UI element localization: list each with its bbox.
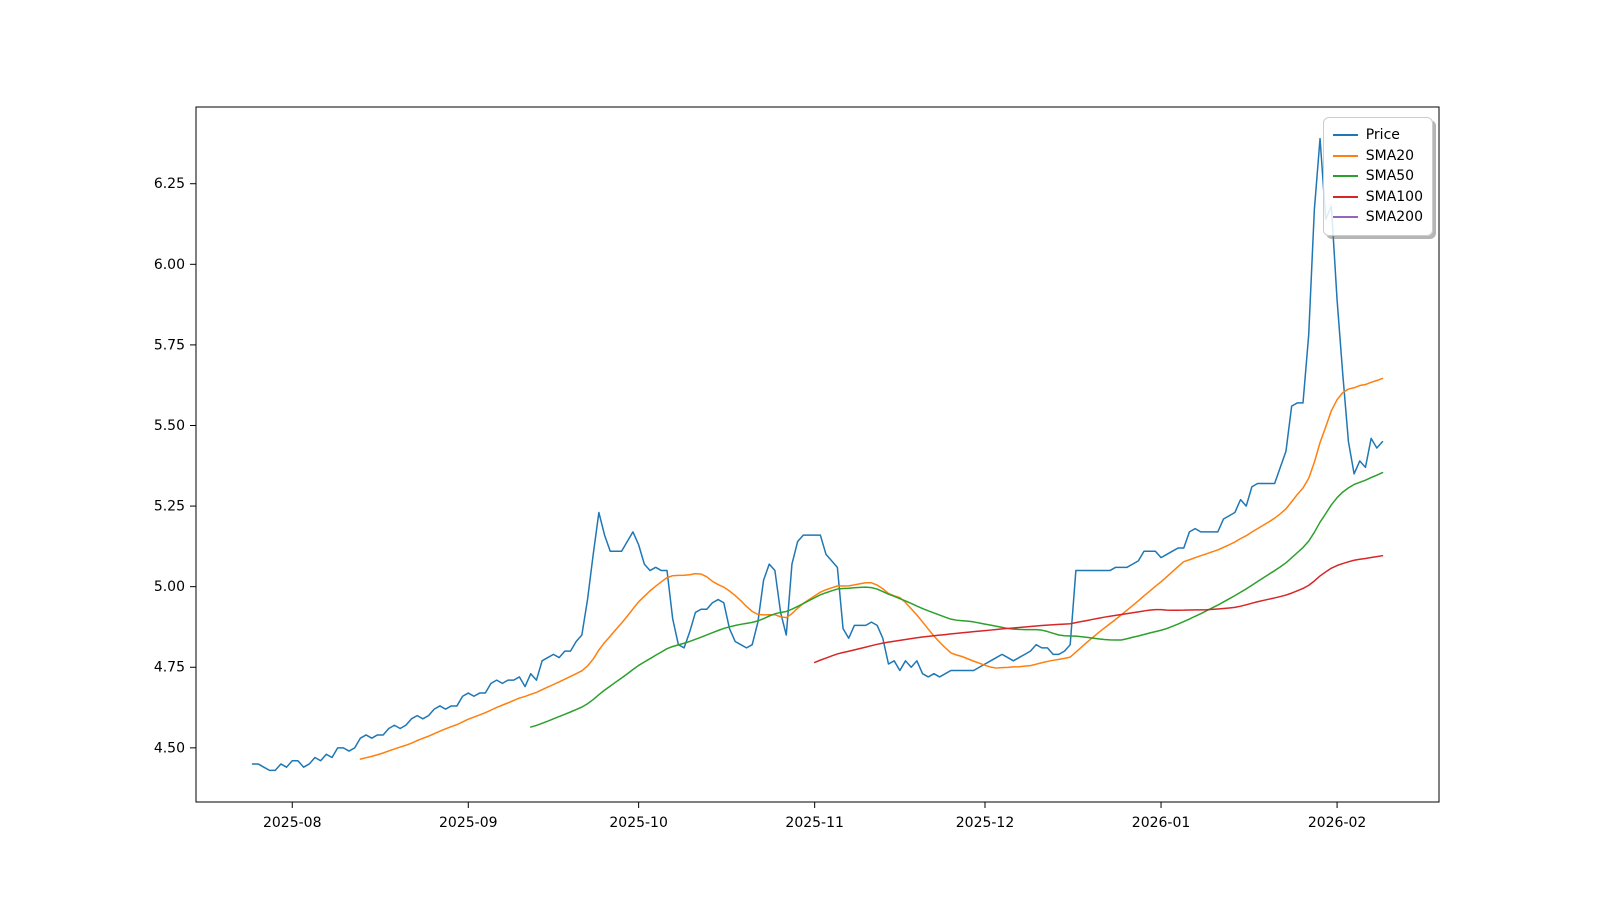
legend-label-sma50: SMA50 (1365, 168, 1415, 184)
legend-item-price: Price (1332, 125, 1423, 146)
legend-swatch-sma100 (1332, 195, 1358, 198)
x-tick-label: 2025-12 (956, 815, 1015, 831)
legend-label-price: Price (1365, 127, 1400, 143)
legend-swatch-price (1332, 134, 1358, 137)
x-tick-label: 2026-02 (1308, 815, 1367, 831)
legend-label-sma20: SMA20 (1365, 147, 1415, 164)
y-tick-label: 6.25 (154, 176, 185, 192)
x-tick-label: 2025-09 (439, 815, 498, 831)
plot-border (195, 106, 1440, 803)
chart-legend: Price SMA20 SMA50 SMA100 SMA200 (1322, 117, 1433, 236)
legend-label-sma100: SMA100 (1365, 188, 1423, 205)
legend-swatch-sma20 (1332, 154, 1358, 157)
legend-item-sma200: SMA200 (1332, 207, 1423, 228)
y-tick-label: 5.00 (154, 579, 185, 595)
legend-swatch-sma200 (1332, 216, 1358, 219)
legend-item-sma100: SMA100 (1332, 187, 1423, 208)
x-tick-label: 2025-11 (785, 815, 844, 831)
legend-item-sma50: SMA50 (1332, 166, 1423, 187)
sma100-line (813, 554, 1384, 664)
y-tick-label: 5.50 (154, 418, 185, 434)
y-tick-label: 4.50 (154, 740, 185, 756)
legend-item-sma20: SMA20 (1332, 146, 1423, 167)
legend-label-sma200: SMA200 (1365, 209, 1423, 225)
x-tick-label: 2025-10 (609, 815, 668, 831)
x-tick-label: 2025-08 (263, 815, 322, 831)
y-tick-label: 4.75 (154, 660, 185, 676)
sma50-line (529, 471, 1384, 728)
y-tick-label: 6.00 (154, 257, 185, 273)
y-tick-label: 5.25 (154, 499, 185, 515)
y-tick-label: 5.75 (154, 337, 185, 353)
legend-swatch-sma50 (1332, 175, 1358, 178)
price-line (251, 137, 1384, 772)
x-tick-label: 2026-01 (1132, 815, 1191, 831)
sma20-line (359, 377, 1384, 760)
